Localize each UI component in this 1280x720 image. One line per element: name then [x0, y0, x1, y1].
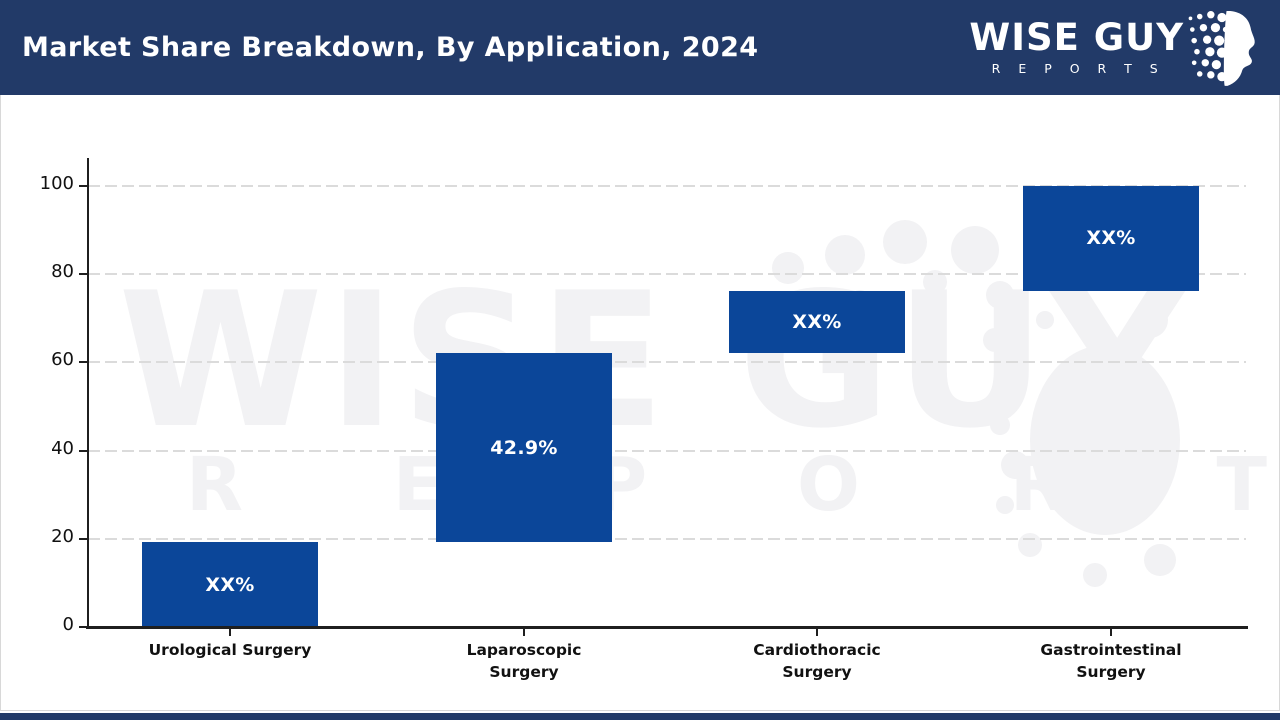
category-label-line: Cardiothoracic [753, 641, 881, 659]
category-label-line: Urological Surgery [148, 641, 312, 659]
y-axis-line [87, 158, 89, 628]
gridline [88, 185, 1246, 187]
logo-wordmark: WISE GUY [969, 16, 1184, 59]
y-tick-label: 80 [51, 261, 74, 283]
y-tick-label: 60 [51, 349, 74, 371]
category-label-line: Gastrointestinal [1040, 641, 1182, 659]
bar-value-label: 42.9% [490, 436, 558, 459]
y-tick-mark [79, 449, 87, 452]
y-tick-mark [79, 537, 87, 540]
x-tick-mark [816, 629, 818, 636]
footer-bar [0, 713, 1280, 720]
chart-title: Market Share Breakdown, By Application, … [22, 32, 759, 63]
y-tick-label: 20 [51, 525, 74, 547]
category-label-line: Surgery [489, 662, 559, 681]
category-label: Urological Surgery [90, 640, 370, 662]
y-tick-label: 0 [62, 614, 74, 635]
logo-face-icon [1188, 10, 1255, 86]
y-tick-mark [79, 273, 87, 276]
category-label: Laparoscopic Surgery [384, 640, 664, 683]
x-tick-mark [523, 629, 525, 636]
category-label-line: Surgery [1076, 662, 1146, 681]
logo-subtitle: R E P O R T S [991, 61, 1165, 76]
bar-segment: XX% [1023, 186, 1199, 291]
wise-guy-reports-logo: WISE GUY R E P O R T S [969, 8, 1258, 88]
category-label-line: Surgery [782, 662, 852, 681]
bar-segment: 42.9% [436, 353, 612, 543]
category-label: Gastrointestinal Surgery [971, 640, 1251, 683]
y-tick-mark [79, 185, 87, 187]
bar-value-label: XX% [205, 573, 255, 596]
gridline [88, 449, 1246, 452]
gridline [88, 537, 1246, 540]
x-tick-mark [229, 629, 231, 636]
bar-segment: XX% [729, 290, 905, 354]
watermark-face-dots [772, 218, 1199, 587]
bar-segment: XX% [142, 542, 318, 627]
bar-value-label: XX% [1086, 227, 1136, 250]
header-bar: Market Share Breakdown, By Application, … [0, 0, 1280, 95]
category-label-line: Laparoscopic [466, 641, 582, 659]
x-axis-line [86, 626, 1248, 629]
y-tick-mark [79, 626, 87, 628]
category-label: Cardiothoracic Surgery [677, 640, 957, 683]
y-tick-label: 100 [39, 173, 74, 194]
gridline [88, 273, 1246, 276]
x-tick-mark [1110, 629, 1112, 636]
gridline [88, 361, 1246, 364]
y-tick-mark [79, 361, 87, 364]
bar-value-label: XX% [792, 310, 842, 333]
logo-text: WISE GUY R E P O R T S [969, 19, 1184, 76]
y-tick-label: 40 [51, 437, 74, 459]
